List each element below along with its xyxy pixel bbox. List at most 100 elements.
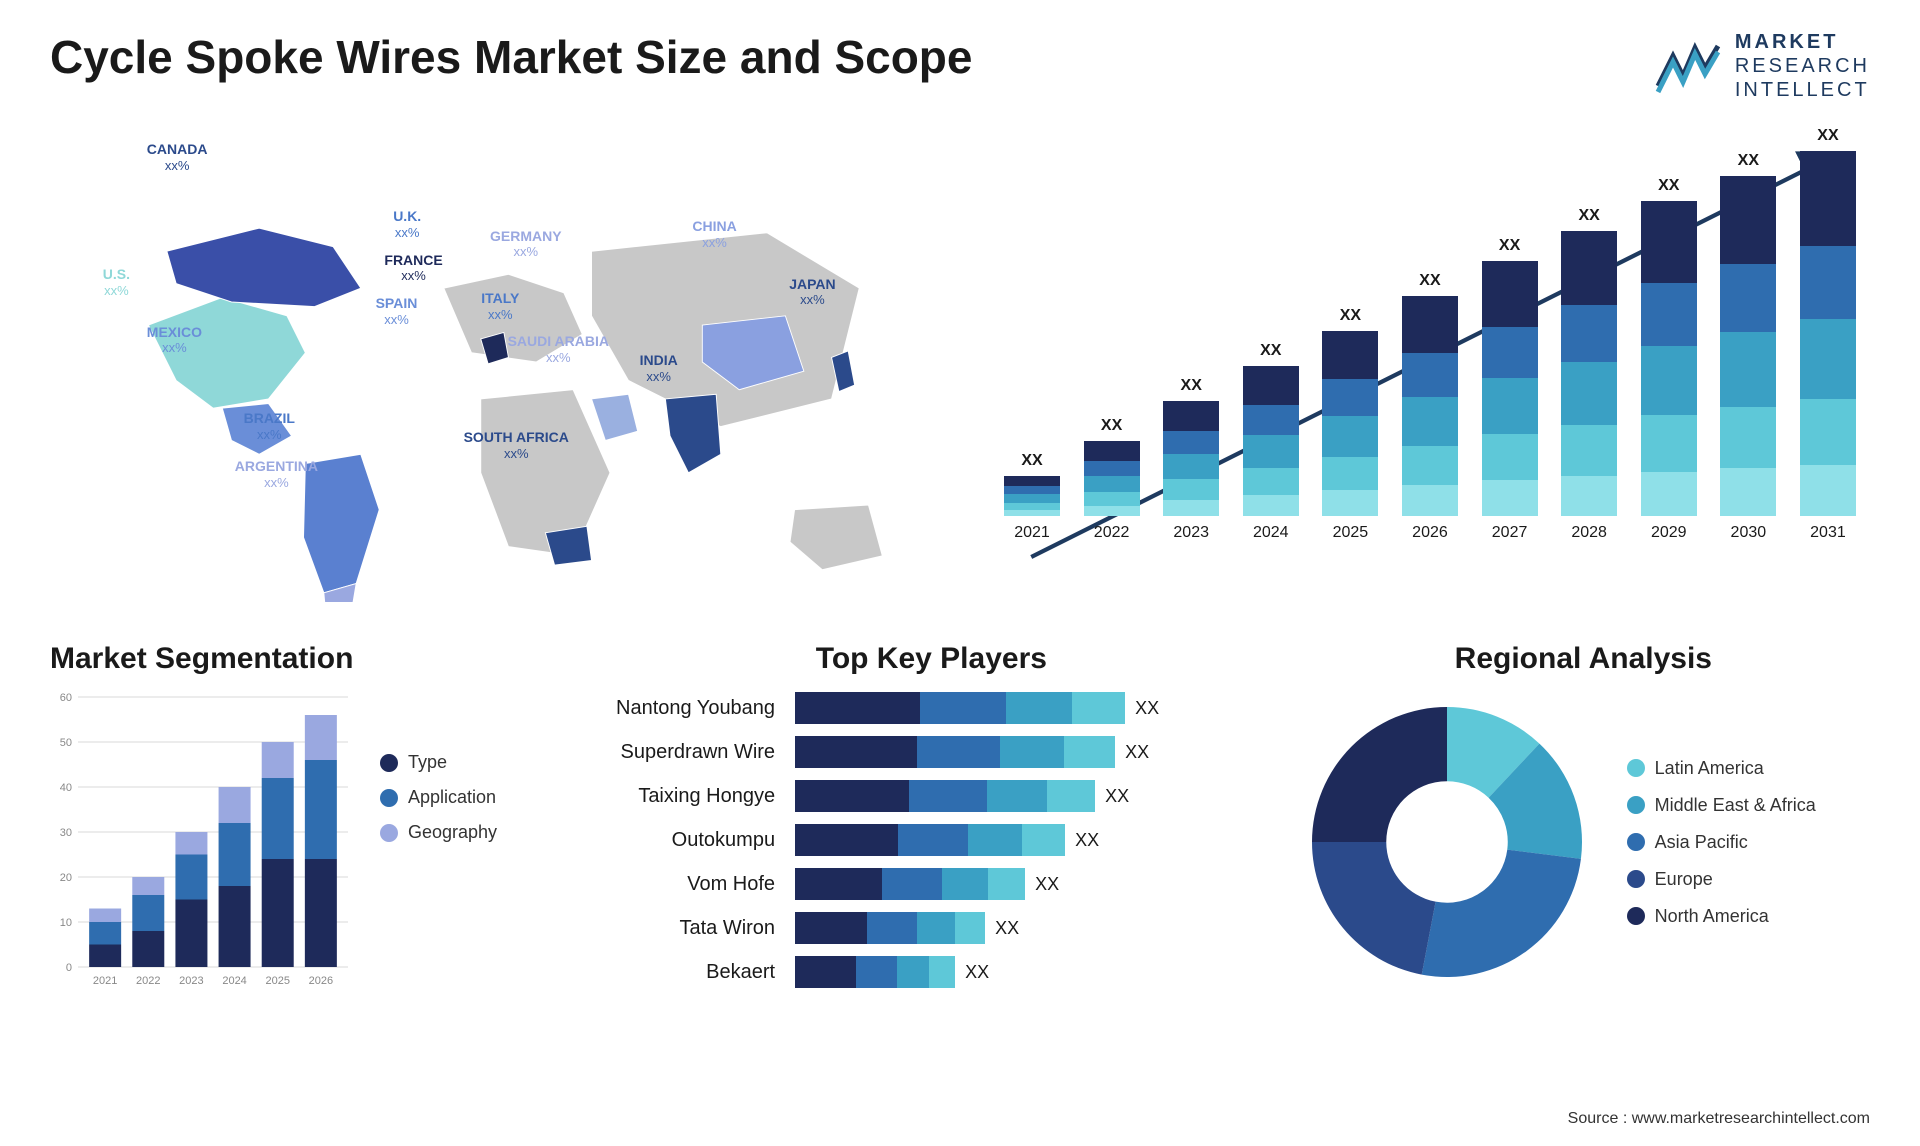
legend-label: Application	[408, 787, 496, 808]
growth-seg	[1084, 492, 1140, 506]
player-seg	[1072, 692, 1125, 724]
segmentation-title: Market Segmentation	[50, 642, 566, 676]
growth-seg	[1482, 261, 1538, 327]
growth-col-2030: XX2030	[1716, 152, 1780, 542]
player-seg	[1047, 780, 1095, 812]
growth-seg	[1004, 510, 1060, 516]
growth-value-label: XX	[1101, 417, 1122, 435]
growth-seg	[1402, 446, 1458, 486]
growth-seg	[1561, 305, 1617, 362]
logo-icon	[1653, 38, 1723, 94]
seg-bar	[89, 945, 121, 968]
seg-bar	[262, 778, 294, 859]
country-label-argentina: ARGENTINAxx%	[235, 458, 318, 490]
growth-seg	[1084, 461, 1140, 476]
growth-col-2027: XX2027	[1478, 237, 1542, 542]
growth-value-label: XX	[1260, 342, 1281, 360]
growth-year-label: 2025	[1333, 524, 1369, 542]
players-section: Top Key Players Nantong YoubangSuperdraw…	[616, 642, 1247, 1002]
svg-text:20: 20	[60, 872, 72, 884]
country-label-france: FRANCExx%	[384, 252, 442, 284]
players-labels: Nantong YoubangSuperdrawn WireTaixing Ho…	[616, 692, 775, 988]
regional-title: Regional Analysis	[1297, 642, 1870, 676]
map-region-india	[665, 394, 720, 472]
growth-year-label: 2031	[1810, 524, 1846, 542]
country-label-us: U.S.xx%	[103, 266, 130, 298]
country-label-brazil: BRAZILxx%	[244, 410, 295, 442]
regional-section: Regional Analysis Latin America Middle Ea…	[1297, 642, 1870, 1002]
growth-year-label: 2021	[1014, 524, 1050, 542]
player-label: Taixing Hongye	[616, 780, 775, 812]
player-label: Superdrawn Wire	[616, 736, 775, 768]
player-seg	[795, 692, 920, 724]
growth-seg	[1004, 486, 1060, 494]
growth-seg	[1561, 231, 1617, 305]
country-label-spain: SPAINxx%	[376, 295, 418, 327]
map-svg	[50, 122, 930, 602]
growth-seg	[1800, 399, 1856, 465]
svg-text:2024: 2024	[222, 975, 246, 987]
country-label-saudiarabia: SAUDI ARABIAxx%	[508, 333, 609, 365]
player-value: XX	[1135, 698, 1159, 719]
source-text: Source : www.marketresearchintellect.com	[1568, 1110, 1870, 1128]
growth-value-label: XX	[1499, 237, 1520, 255]
country-label-japan: JAPANxx%	[789, 276, 835, 308]
growth-value-label: XX	[1181, 377, 1202, 395]
growth-col-2028: XX2028	[1557, 207, 1621, 542]
growth-seg	[1402, 485, 1458, 516]
player-seg	[1064, 736, 1115, 768]
growth-seg	[1322, 457, 1378, 490]
player-seg	[955, 912, 985, 944]
seg-legend-item: Application	[380, 787, 497, 808]
top-row: CANADAxx%U.S.xx%MEXICOxx%BRAZILxx%ARGENT…	[50, 122, 1870, 602]
header: Cycle Spoke Wires Market Size and Scope …	[50, 30, 1870, 102]
swatch	[380, 789, 398, 807]
seg-bar	[305, 760, 337, 859]
regional-legend-item: Latin America	[1627, 758, 1816, 779]
growth-seg	[1243, 405, 1299, 435]
player-bar-row: XX	[795, 736, 1247, 768]
player-value: XX	[1075, 830, 1099, 851]
player-seg	[987, 780, 1047, 812]
growth-seg	[1641, 283, 1697, 346]
svg-text:2025: 2025	[265, 975, 289, 987]
player-value: XX	[1035, 874, 1059, 895]
svg-text:2023: 2023	[179, 975, 203, 987]
growth-seg	[1322, 331, 1378, 379]
player-value: XX	[1105, 786, 1129, 807]
growth-col-2025: XX 2025	[1318, 307, 1382, 542]
growth-seg	[1163, 479, 1219, 500]
swatch	[1627, 870, 1645, 888]
growth-seg	[1482, 378, 1538, 434]
seg-bar	[305, 859, 337, 967]
player-seg	[1000, 736, 1064, 768]
player-label: Bekaert	[616, 956, 775, 988]
seg-legend-item: Type	[380, 752, 497, 773]
growth-seg	[1004, 476, 1060, 486]
player-label: Outokumpu	[616, 824, 775, 856]
growth-value-label: XX	[1340, 307, 1361, 325]
growth-seg	[1163, 454, 1219, 479]
swatch	[1627, 907, 1645, 925]
logo-text-3: INTELLECT	[1735, 78, 1870, 102]
growth-seg	[1561, 476, 1617, 516]
legend-label: Type	[408, 752, 447, 773]
legend-label: Middle East & Africa	[1655, 795, 1816, 816]
map-region-saudi	[592, 394, 638, 440]
growth-seg	[1322, 379, 1378, 416]
donut-slice	[1312, 842, 1436, 975]
swatch	[1627, 833, 1645, 851]
player-seg	[968, 824, 1022, 856]
growth-col-2026: XX2026	[1398, 272, 1462, 542]
country-label-mexico: MEXICOxx%	[147, 324, 202, 356]
legend-label: Latin America	[1655, 758, 1764, 779]
growth-year-label: 2023	[1173, 524, 1209, 542]
growth-seg	[1800, 319, 1856, 399]
growth-seg	[1084, 506, 1140, 517]
seg-legend-item: Geography	[380, 822, 497, 843]
player-seg	[795, 824, 898, 856]
seg-bar	[219, 886, 251, 967]
growth-value-label: XX	[1419, 272, 1440, 290]
logo-text-1: MARKET	[1735, 30, 1870, 54]
player-seg	[929, 956, 955, 988]
